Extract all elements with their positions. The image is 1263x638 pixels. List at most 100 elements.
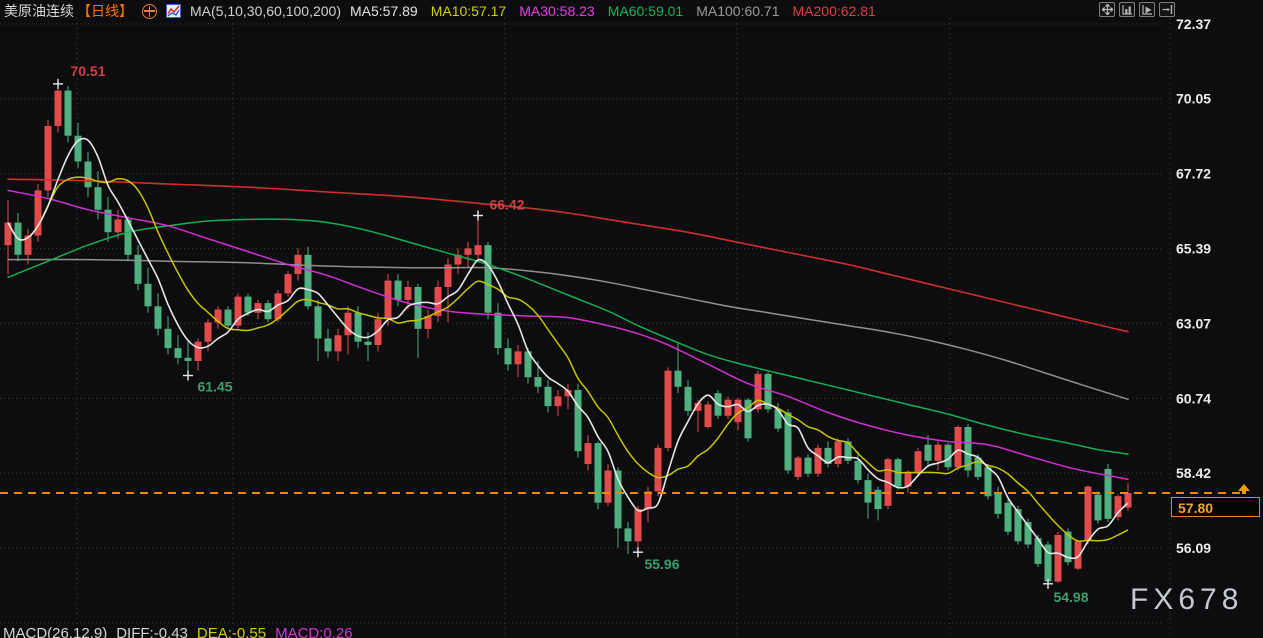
candle-body — [704, 404, 712, 427]
chart-type-icon[interactable] — [166, 4, 181, 18]
y-axis-tick-label: 65.39 — [1176, 241, 1211, 257]
crosshair-toggle-icon[interactable] — [142, 3, 157, 19]
candle-body — [244, 296, 252, 313]
candle-body — [454, 254, 462, 265]
candle-body — [474, 245, 482, 255]
candle-body — [174, 348, 182, 358]
candle-body — [644, 491, 652, 510]
candle-body — [424, 316, 432, 329]
y-axis-tick-label: 72.37 — [1176, 16, 1211, 32]
candle-body — [734, 399, 742, 423]
candle-body — [194, 341, 202, 361]
candle-body — [594, 443, 602, 503]
candle-body — [394, 280, 402, 300]
price-annotation: 61.45 — [197, 379, 232, 395]
y-axis-tick-label: 70.05 — [1176, 91, 1211, 107]
candle-body — [604, 470, 612, 503]
macd-value-item: DEA:-0.55 — [196, 625, 267, 638]
ma30-line — [7, 189, 1129, 480]
ma-legend-item: MA60:59.01 — [607, 3, 684, 19]
last-price-tag: 57.80 — [1171, 497, 1260, 517]
candle-body — [114, 219, 122, 233]
candle-body — [1114, 496, 1122, 518]
macd-value-item: DIFF:-0.43 — [116, 625, 188, 638]
ma60-line — [7, 218, 1129, 455]
price-annotation: 55.96 — [644, 556, 679, 572]
candle-body — [224, 309, 232, 326]
price-annotation: 66.42 — [489, 197, 524, 213]
candle-body — [384, 280, 392, 320]
candle-body — [464, 248, 472, 255]
candle-body — [164, 328, 172, 349]
candle-body — [414, 287, 422, 329]
y-axis-tick-label: 67.72 — [1176, 166, 1211, 182]
symbol-title: 美原油连续 — [4, 3, 74, 19]
period-label[interactable]: 【日线】 — [77, 3, 133, 19]
candle-body — [754, 373, 762, 410]
candle-body — [874, 489, 882, 510]
chart-header: 美原油连续 【日线】 MA(5,10,30,60,100,200) MA5:57… — [4, 1, 876, 21]
candle-body — [534, 377, 542, 387]
candle-body — [214, 309, 222, 323]
candle-body — [494, 312, 502, 349]
ma-legend-item: MA100:60.71 — [696, 3, 780, 19]
move-icon — [1101, 4, 1113, 15]
price-annotation: 70.51 — [70, 63, 105, 79]
candle-body — [204, 322, 212, 342]
y-axis-tick-label: 58.42 — [1176, 465, 1211, 481]
candle-body — [984, 467, 992, 497]
macd-value-item: MACD:0.26 — [275, 625, 353, 638]
candle-body — [74, 135, 82, 162]
candle-body — [824, 447, 832, 464]
candle-body — [1074, 541, 1082, 569]
move-tool-button[interactable] — [1099, 2, 1115, 17]
candle-body — [844, 441, 852, 461]
candle-body — [4, 222, 12, 246]
candle-body — [314, 306, 322, 339]
ma-legend-item: MA200:62.81 — [792, 3, 876, 19]
candle-body — [94, 187, 102, 210]
candle-body — [654, 447, 662, 492]
candle-body — [134, 254, 142, 284]
candle-body — [664, 370, 672, 448]
candle-body — [1054, 534, 1062, 582]
candle-body — [324, 338, 332, 352]
candle-body — [634, 509, 642, 542]
candle-body — [1094, 494, 1102, 521]
price-annotation: 54.98 — [1053, 589, 1088, 605]
candle-body — [694, 402, 702, 411]
candle-body — [334, 335, 342, 352]
ma-legend: MA5:57.89 MA10:57.17 MA30:58.23 MA60:59.01 M… — [350, 3, 876, 19]
candle-body — [354, 312, 362, 342]
candle-body — [834, 441, 842, 464]
play-forward-tool-button[interactable] — [1139, 2, 1155, 17]
candle-body — [964, 427, 972, 471]
candle-body — [574, 390, 582, 452]
candle-body — [24, 235, 32, 255]
chart-toolbar — [1099, 2, 1175, 17]
jump-to-latest-icon — [1162, 5, 1172, 14]
candle-body — [624, 528, 632, 542]
candle-body — [614, 470, 622, 529]
ma100-line — [7, 258, 1129, 401]
candle-body — [254, 303, 262, 313]
ma10-line — [7, 176, 1129, 543]
candle-body — [794, 457, 802, 477]
candle-body — [504, 348, 512, 365]
candle-body — [914, 451, 922, 473]
jump-to-latest-tool-button[interactable] — [1159, 2, 1175, 17]
candle-body — [344, 312, 352, 336]
y-axis-tick-label: 60.74 — [1176, 390, 1211, 406]
compress-left-tool-button[interactable] — [1119, 2, 1135, 17]
candle-body — [544, 386, 552, 407]
candle-body — [54, 90, 62, 126]
candle-body — [854, 460, 862, 481]
candle-body — [484, 245, 492, 313]
candle-body — [994, 493, 1002, 514]
candle-body — [784, 412, 792, 471]
candle-body — [724, 399, 732, 416]
ma5-line — [7, 137, 1129, 560]
ma200-line — [7, 178, 1129, 333]
